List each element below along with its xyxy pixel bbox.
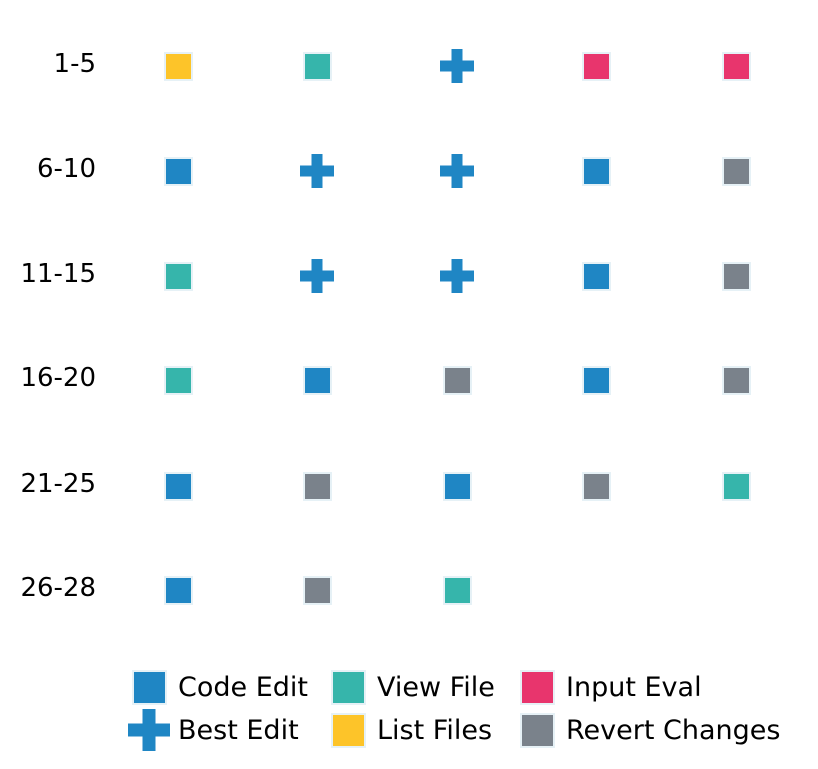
marker-code-edit bbox=[165, 473, 191, 499]
marker-code-edit bbox=[165, 577, 191, 603]
marker-revert-changes bbox=[444, 367, 470, 393]
marker-revert-changes bbox=[583, 473, 609, 499]
marker-revert-changes bbox=[304, 473, 330, 499]
marker-view-file bbox=[165, 367, 191, 393]
plus-bar bbox=[311, 259, 323, 293]
row-label-1-5: 1-5 bbox=[53, 49, 96, 79]
plus-bar bbox=[311, 154, 323, 188]
marker-code-edit bbox=[444, 473, 470, 499]
legend-item-input-eval: Input Eval bbox=[515, 669, 702, 705]
marker-view-file bbox=[723, 473, 749, 499]
marker-revert-changes bbox=[723, 367, 749, 393]
legend-label-best-edit: Best Edit bbox=[178, 714, 299, 746]
legend-marker-slot bbox=[326, 665, 370, 709]
legend-marker-slot bbox=[127, 708, 171, 752]
legend-swatch-input-eval-icon bbox=[521, 671, 553, 703]
row-label-16-20: 16-20 bbox=[20, 363, 96, 393]
legend-item-best-edit: Best Edit bbox=[127, 709, 299, 751]
marker-best-edit bbox=[300, 259, 334, 293]
marker-best-edit bbox=[440, 259, 474, 293]
plus-bar bbox=[451, 49, 463, 83]
legend-label-revert-changes: Revert Changes bbox=[566, 714, 781, 746]
marker-revert-changes bbox=[723, 158, 749, 184]
legend-item-code-edit: Code Edit bbox=[127, 669, 308, 705]
plus-bar bbox=[451, 259, 463, 293]
legend-item-revert-changes: Revert Changes bbox=[515, 712, 780, 748]
legend-item-view-file: View File bbox=[326, 669, 495, 705]
marker-code-edit bbox=[304, 367, 330, 393]
legend-label-input-eval: Input Eval bbox=[566, 671, 702, 703]
legend-label-view-file: View File bbox=[377, 671, 495, 703]
legend-marker-slot bbox=[127, 665, 171, 709]
marker-revert-changes bbox=[304, 577, 330, 603]
legend-marker-slot bbox=[326, 708, 370, 752]
row-label-21-25: 21-25 bbox=[20, 469, 96, 499]
legend-item-list-files: List Files bbox=[326, 712, 492, 748]
marker-list-files bbox=[165, 53, 191, 79]
marker-code-edit bbox=[165, 158, 191, 184]
legend-swatch-code-edit-icon bbox=[133, 671, 165, 703]
marker-best-edit bbox=[440, 154, 474, 188]
row-label-11-15: 11-15 bbox=[20, 259, 96, 289]
legend-label-list-files: List Files bbox=[377, 714, 493, 746]
marker-input-eval bbox=[723, 53, 749, 79]
marker-view-file bbox=[165, 263, 191, 289]
marker-best-edit bbox=[300, 154, 334, 188]
marker-best-edit bbox=[440, 49, 474, 83]
plus-bar bbox=[451, 154, 463, 188]
marker-input-eval bbox=[583, 53, 609, 79]
marker-code-edit bbox=[583, 367, 609, 393]
marker-code-edit bbox=[583, 263, 609, 289]
legend-swatch-list-files-icon bbox=[332, 714, 364, 746]
row-label-26-28: 26-28 bbox=[20, 573, 96, 603]
marker-code-edit bbox=[583, 158, 609, 184]
legend-swatch-best-edit-icon bbox=[128, 709, 170, 751]
marker-revert-changes bbox=[723, 263, 749, 289]
plus-bar bbox=[142, 709, 156, 751]
legend-swatch-view-file-icon bbox=[332, 671, 364, 703]
marker-view-file bbox=[304, 53, 330, 79]
marker-view-file bbox=[444, 577, 470, 603]
legend-marker-slot bbox=[515, 708, 559, 752]
legend-marker-slot bbox=[515, 665, 559, 709]
row-label-6-10: 6-10 bbox=[36, 154, 96, 184]
legend-swatch-revert-changes-icon bbox=[521, 714, 553, 746]
legend-label-code-edit: Code Edit bbox=[178, 671, 308, 703]
